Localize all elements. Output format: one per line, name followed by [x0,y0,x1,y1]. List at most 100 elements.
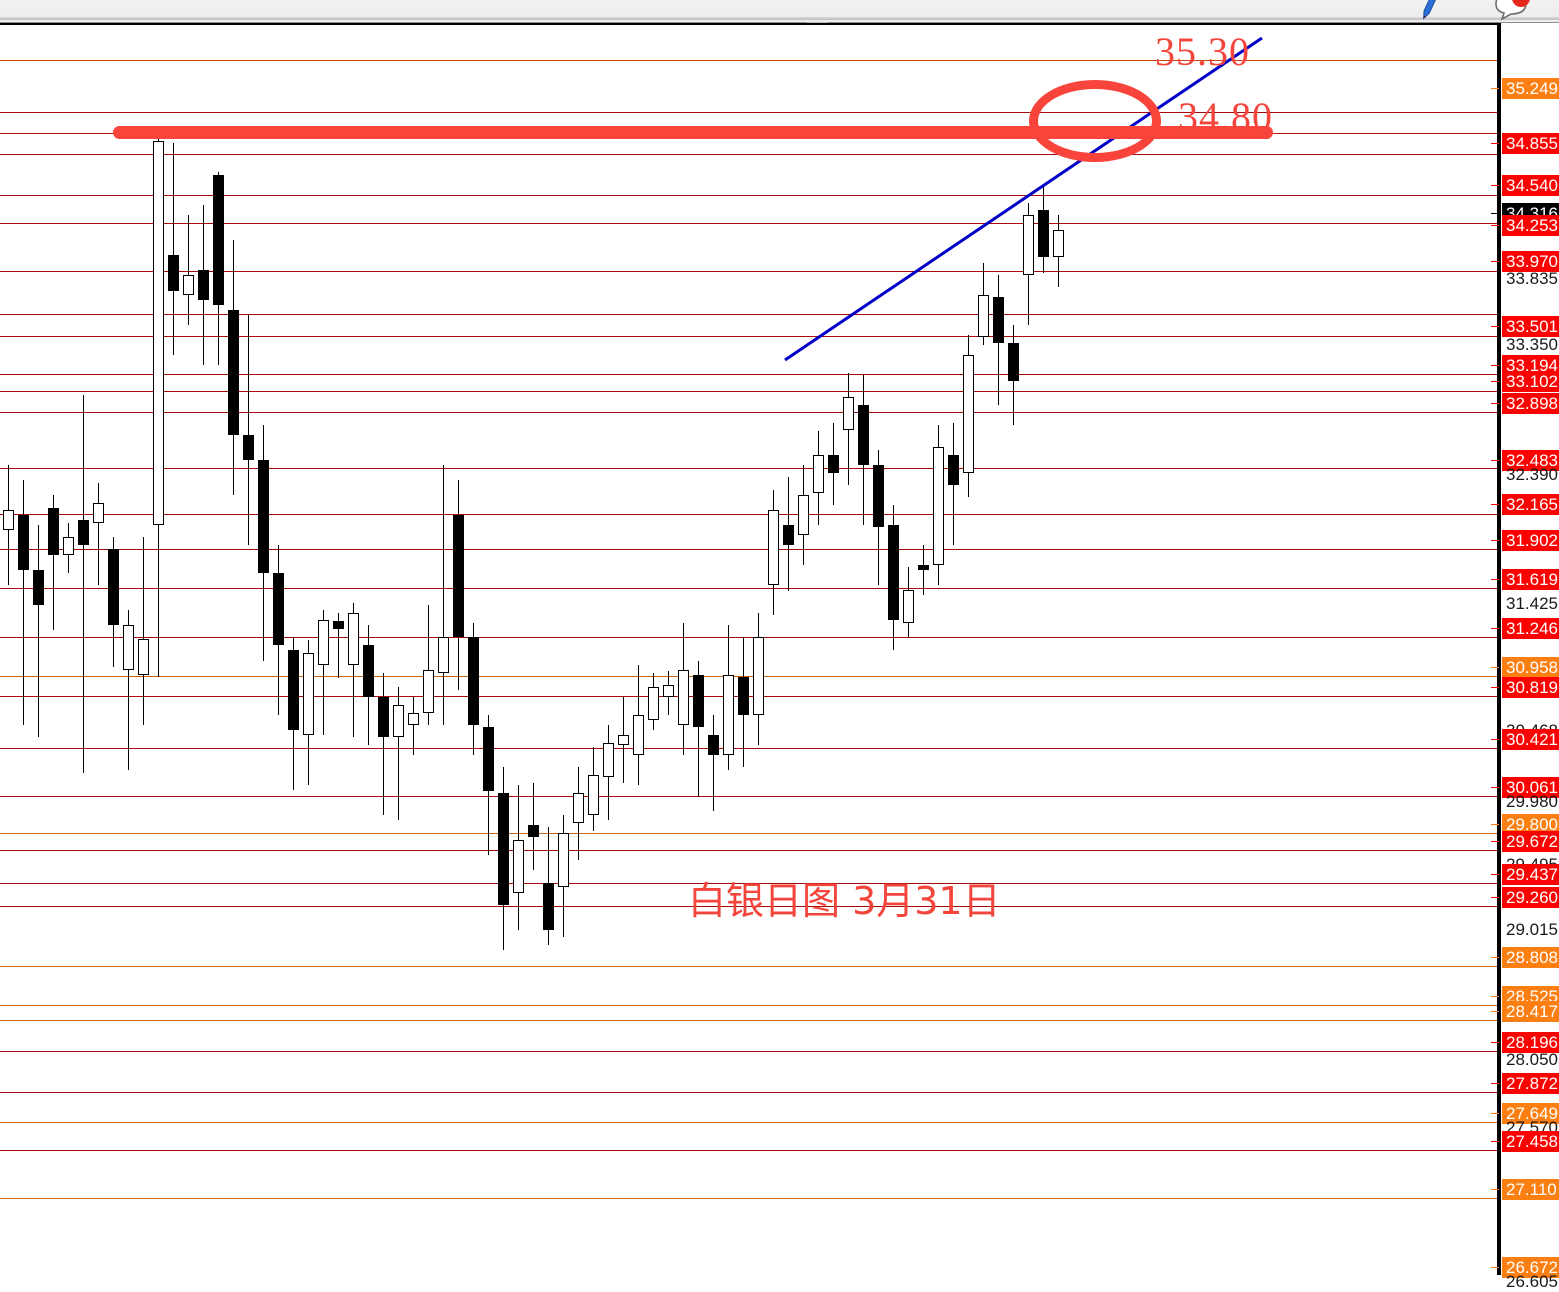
candle-body [333,621,344,629]
chart-plot-area[interactable]: 35.30 34.80 白银日图 3月31日 [0,23,1499,1275]
price-axis-label: 31.902 [1502,530,1559,551]
candle-wick [323,610,324,735]
price-axis-label: 35.249 [1502,78,1559,99]
candle-body [198,270,209,300]
price-tick [1491,1011,1499,1012]
candle-wick [923,545,924,595]
price-tick [1491,381,1499,382]
candle-body [723,675,734,755]
candlestick [153,137,164,677]
chart-canvas: 35.30 34.80 白银日图 3月31日 [0,25,1497,1275]
price-axis-label: 28.808 [1502,947,1559,968]
candle-wick [398,687,399,820]
price-axis-label: 30.958 [1502,657,1559,678]
candlestick [483,715,494,855]
candlestick [708,715,719,811]
price-tick [1491,225,1499,226]
candle-body [78,520,89,545]
price-axis[interactable]: 35.249 34.855 34.540 34.316 34.253 33.970 33.8… [1491,23,1559,1291]
toolbar-separator [0,17,1559,20]
candle-body [33,570,44,605]
candle-body [3,510,14,530]
ellipse-highlight-drawing[interactable] [1029,80,1161,162]
candle-body [1023,215,1034,275]
price-level-line [0,906,1497,907]
price-level-line [0,60,1497,61]
price-level-line [0,549,1497,550]
price-tick [1491,143,1499,144]
candle-body [708,735,719,755]
price-axis-label: 33.835 [1506,269,1558,288]
price-axis-label: 27.110 [1502,1179,1559,1200]
candlestick [78,395,89,773]
price-axis-label: 29.260 [1502,887,1559,908]
candle-wick [713,715,714,811]
candle-body [528,825,539,837]
candle-body [813,455,824,493]
candlestick [258,425,269,661]
candlestick [123,610,134,770]
candle-wick [443,465,444,725]
price-axis-label: 33.194 [1502,355,1559,376]
price-tick [1491,1189,1499,1190]
pen-icon[interactable] [1412,0,1445,24]
price-tick [1491,1267,1499,1268]
candle-body [513,840,524,893]
speech-balloon-icon[interactable] [1492,0,1532,22]
price-tick [1491,88,1499,89]
candlestick [438,465,449,725]
candlestick [828,423,839,505]
candle-body [123,625,134,670]
price-axis-label: 27.872 [1502,1073,1559,1094]
price-level-line [0,374,1497,375]
candle-body [903,590,914,623]
candlestick [858,375,869,525]
candle-body [828,455,839,473]
price-level-line [0,796,1497,797]
price-level-line [0,1005,1497,1006]
candlestick [3,465,14,585]
candle-body [918,565,929,570]
candlestick [393,687,404,820]
candlestick [903,567,914,637]
candlestick [1038,185,1049,273]
price-level-line [0,1092,1497,1093]
candle-wick [23,480,24,725]
price-level-line [0,1051,1497,1052]
price-tick [1491,628,1499,629]
candle-body [483,727,494,791]
candle-wick [188,215,189,325]
candle-body [798,495,809,535]
candlestick [1023,203,1034,325]
candle-wick [83,395,84,773]
price-axis-label: 34.540 [1502,175,1559,196]
price-axis-label: 33.102 [1502,371,1559,392]
price-level-line [0,112,1497,113]
candlestick [33,525,44,737]
candlestick [1008,325,1019,425]
price-level-line [0,314,1497,315]
annotation-resistance: 34.80 [1178,94,1273,139]
candle-body [63,537,74,555]
price-tick [1491,874,1499,875]
candlestick [633,665,644,785]
candlestick [108,537,119,667]
price-tick [1491,996,1499,997]
price-tick [1491,1113,1499,1114]
candlestick [993,275,1004,405]
candlestick [933,425,944,585]
candlestick [63,523,74,573]
price-level-line [0,514,1497,515]
price-level-line [0,195,1497,196]
candle-body [318,620,329,665]
price-level-line [0,1122,1497,1123]
candlestick [888,505,899,650]
candlestick [603,725,614,820]
resistance-line-drawing[interactable] [113,126,1273,139]
candle-wick [53,495,54,630]
chart-title-label: 白银日图 3月31日 [688,879,1001,923]
candle-body [843,397,854,430]
price-level-line [0,1198,1497,1199]
candlestick [18,480,29,725]
candlestick [618,697,629,783]
